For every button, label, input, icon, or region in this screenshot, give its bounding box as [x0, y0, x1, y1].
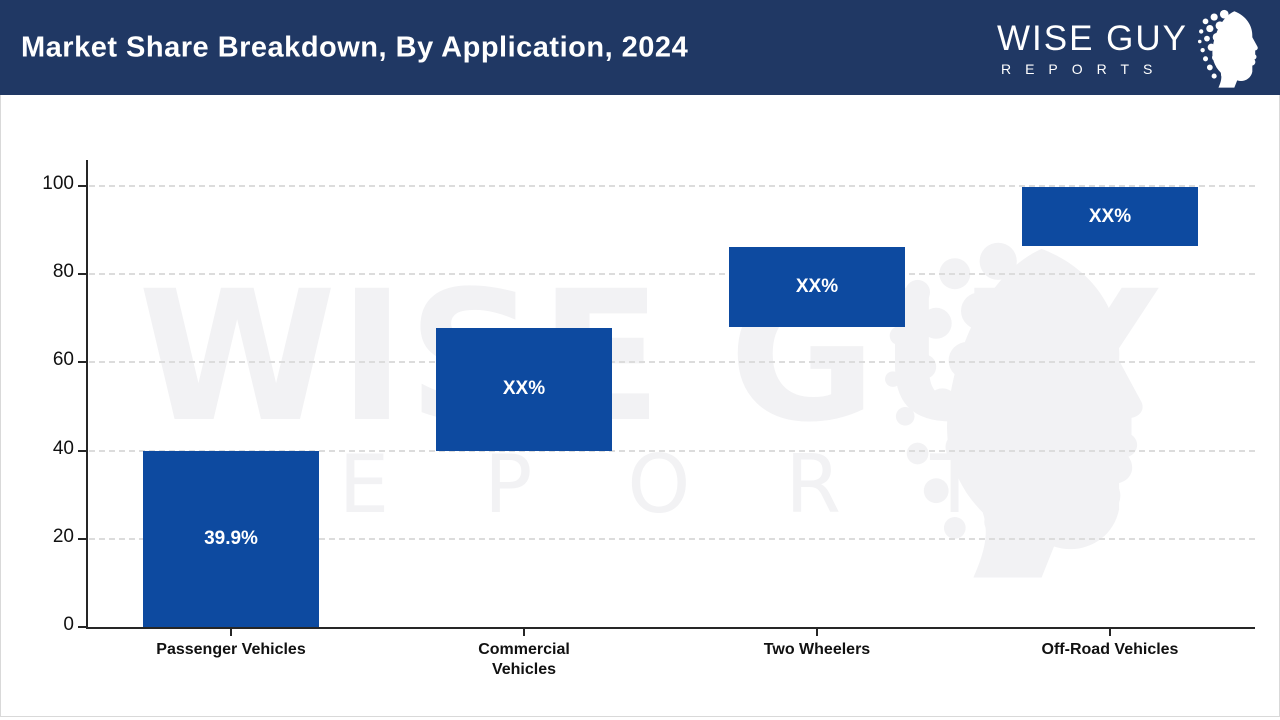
y-axis-tick-mark: [78, 449, 86, 452]
x-axis-tick-mark: [1109, 629, 1111, 636]
bar-value-label: XX%: [1088, 205, 1132, 227]
wise-guy-reports-logo: WISE GUY REPORTS: [997, 8, 1266, 88]
y-axis-tick-label: 20: [52, 525, 74, 547]
x-axis-category-label-line: Commercial: [478, 641, 570, 658]
x-axis-category-label: Passenger Vehicles: [121, 640, 341, 660]
gridline: [89, 273, 1255, 276]
y-axis-tick-mark: [78, 537, 86, 540]
x-axis-category-label: Two Wheelers: [707, 640, 927, 660]
x-axis-line: [86, 627, 1255, 629]
y-axis-tick-mark: [78, 185, 86, 187]
gridline: [89, 449, 1255, 452]
x-axis-category-label: Off-Road Vehicles: [1000, 640, 1220, 660]
wise-guy-head-icon: [1194, 8, 1266, 88]
bar-value-label: XX%: [502, 378, 546, 400]
y-axis-tick-label: 40: [52, 437, 74, 459]
y-axis-tick-label: 0: [63, 614, 74, 635]
bar-value-label: 39.9%: [204, 527, 258, 549]
bar-value-label: XX%: [795, 275, 839, 297]
x-axis-category-label-line: Passenger Vehicles: [156, 641, 306, 658]
y-axis-line: [86, 160, 88, 629]
gridline: [89, 185, 1255, 187]
y-axis-tick-mark: [78, 273, 86, 276]
logo-text: WISE GUY REPORTS: [996, 18, 1188, 77]
y-axis-tick-mark: [78, 626, 86, 628]
x-axis-category-label-line: Off-Road Vehicles: [1041, 641, 1179, 658]
y-axis-tick-mark: [78, 361, 86, 364]
x-axis-tick-mark: [523, 629, 525, 636]
y-axis-tick-label: 80: [52, 261, 74, 283]
gridline: [89, 361, 1255, 364]
y-axis-tick-label: 60: [52, 349, 74, 371]
x-axis-category-label-line: Two Wheelers: [763, 641, 871, 658]
chart-title: Market Share Breakdown, By Application, …: [21, 31, 689, 63]
bar-passenger-vehicles: [143, 450, 319, 627]
x-axis-tick-mark: [816, 629, 818, 636]
y-axis-tick-label: 100: [42, 173, 74, 194]
logo-wordmark: WISE GUY: [996, 18, 1188, 58]
bar-commercial-vehicles: [436, 327, 612, 451]
x-axis-tick-mark: [230, 629, 232, 636]
logo-subtitle: REPORTS: [1000, 60, 1167, 77]
x-axis-category-label: Commercial Vehicles: [414, 640, 634, 680]
header: Market Share Breakdown, By Application, …: [0, 0, 1280, 95]
bar-two-wheelers: [729, 246, 905, 327]
gridline: [89, 537, 1255, 540]
x-axis-category-label-line: Vehicles: [491, 661, 557, 678]
bar-off-road-vehicles: [1022, 186, 1198, 247]
